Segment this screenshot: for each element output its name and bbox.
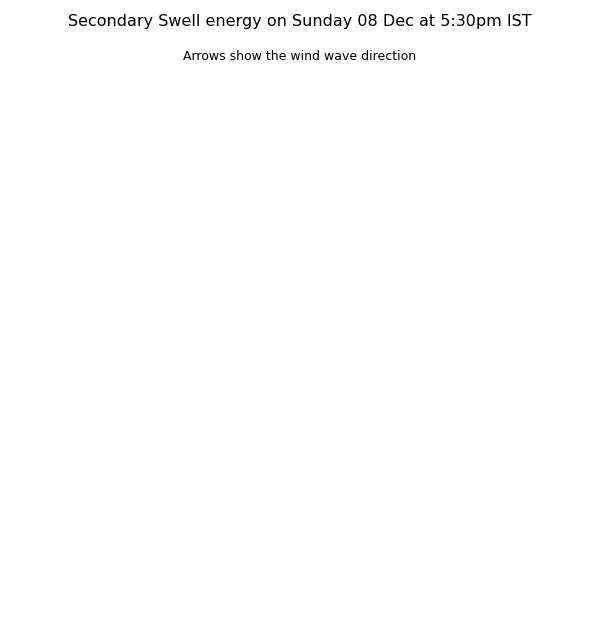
Text: Arrows show the wind wave direction: Arrows show the wind wave direction	[183, 50, 416, 63]
Text: Secondary Swell energy on Sunday 08 Dec at 5:30pm IST: Secondary Swell energy on Sunday 08 Dec …	[68, 15, 531, 29]
Text: cartopy required: cartopy required	[218, 344, 381, 363]
